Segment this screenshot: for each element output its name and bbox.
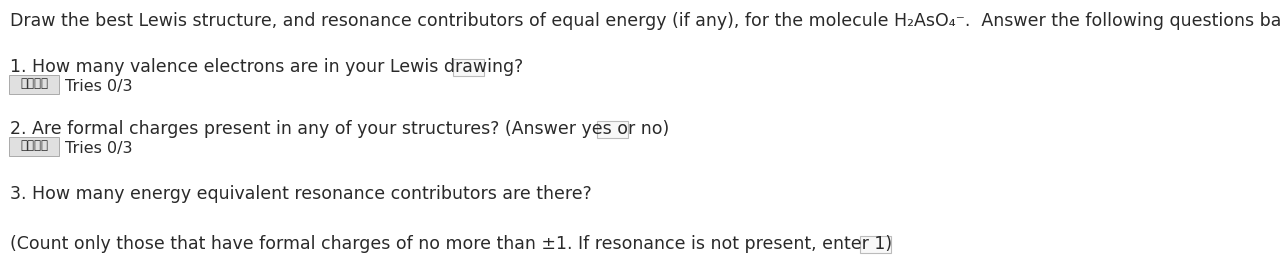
Text: 提交答案: 提交答案 xyxy=(20,139,49,152)
Text: 3. How many energy equivalent resonance contributors are there?: 3. How many energy equivalent resonance … xyxy=(10,185,591,203)
FancyBboxPatch shape xyxy=(9,75,59,94)
Text: Tries 0/3: Tries 0/3 xyxy=(65,80,133,94)
FancyBboxPatch shape xyxy=(860,236,891,253)
Text: Tries 0/3: Tries 0/3 xyxy=(65,142,133,156)
FancyBboxPatch shape xyxy=(9,137,59,156)
Text: 2. Are formal charges present in any of your structures? (Answer yes or no): 2. Are formal charges present in any of … xyxy=(10,120,669,138)
Text: (Count only those that have formal charges of no more than ±1. If resonance is n: (Count only those that have formal charg… xyxy=(10,235,892,253)
FancyBboxPatch shape xyxy=(453,59,484,76)
Text: 1. How many valence electrons are in your Lewis drawing?: 1. How many valence electrons are in you… xyxy=(10,58,524,76)
Text: 提交答案: 提交答案 xyxy=(20,77,49,90)
FancyBboxPatch shape xyxy=(596,121,628,138)
Text: Draw the best Lewis structure, and resonance contributors of equal energy (if an: Draw the best Lewis structure, and reson… xyxy=(10,12,1280,30)
